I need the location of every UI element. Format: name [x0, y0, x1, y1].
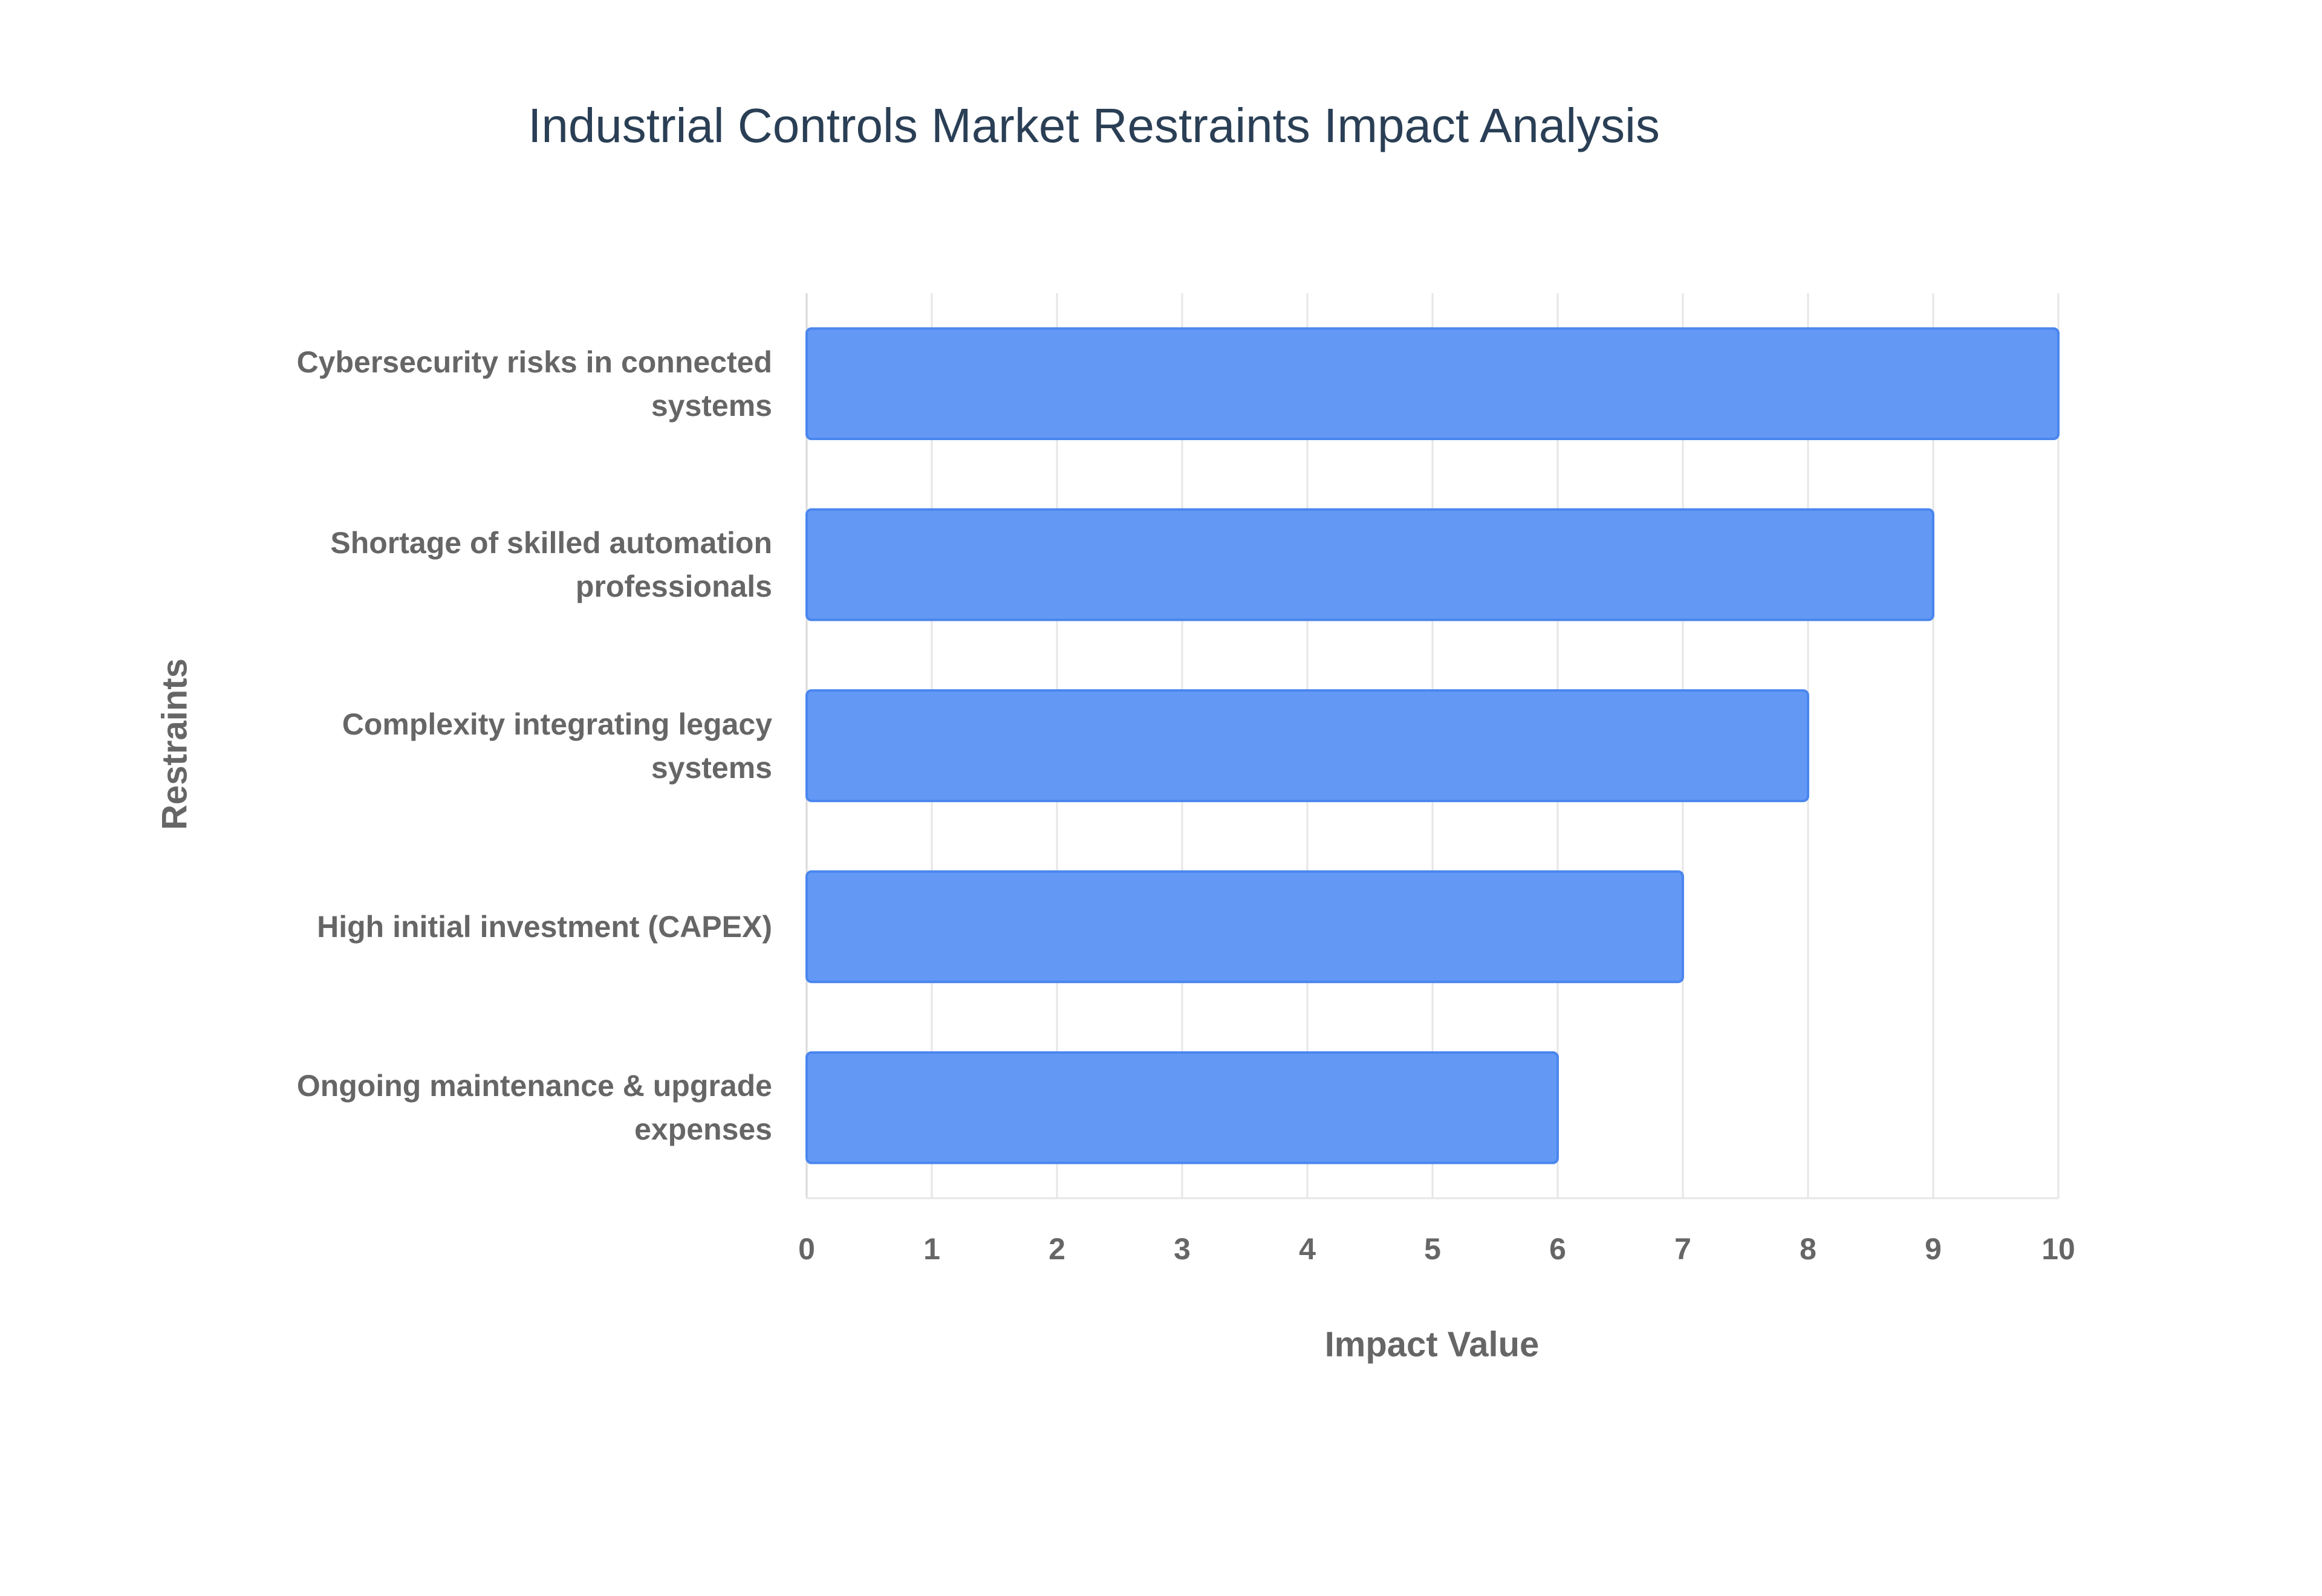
- y-tick-label-box: Shortage of skilled automation professio…: [330, 526, 772, 604]
- x-tick-label: 4: [1299, 1232, 1316, 1266]
- bar: [805, 1051, 1559, 1164]
- y-tick-label-box: Ongoing maintenance & upgrade expenses: [296, 1069, 772, 1147]
- x-tick-label: 6: [1549, 1232, 1566, 1266]
- x-axis-title: Impact Value: [1325, 1325, 1540, 1364]
- bar: [805, 327, 2060, 441]
- x-tick-label: 10: [2041, 1232, 2075, 1266]
- chart-title: Industrial Controls Market Restraints Im…: [528, 99, 1660, 152]
- x-tick-label: 9: [1925, 1232, 1942, 1266]
- bar: [805, 508, 1934, 621]
- y-tick-label: Cybersecurity risks in connected systems: [296, 345, 772, 423]
- bar: [805, 689, 1809, 802]
- x-tick-label: 1: [923, 1232, 940, 1266]
- x-tick-label: 8: [1800, 1232, 1816, 1266]
- x-tick-label: 0: [798, 1232, 815, 1266]
- y-tick-label-box: High initial investment (CAPEX): [317, 909, 772, 944]
- x-tick-label: 7: [1674, 1232, 1691, 1266]
- y-tick-label: Ongoing maintenance & upgrade expenses: [296, 1069, 772, 1147]
- y-axis-title: Restraints: [155, 658, 194, 830]
- x-tick-label: 3: [1174, 1232, 1191, 1266]
- y-tick-label: Shortage of skilled automation professio…: [330, 526, 772, 604]
- y-tick-label: High initial investment (CAPEX): [317, 909, 772, 944]
- y-tick-label-box: Cybersecurity risks in connected systems: [296, 345, 772, 423]
- y-tick-label: Complexity integrating legacy systems: [342, 707, 772, 785]
- y-tick-label-box: Complexity integrating legacy systems: [342, 707, 772, 785]
- x-tick-label: 2: [1049, 1232, 1065, 1266]
- bar: [805, 870, 1684, 984]
- x-tick-label: 5: [1424, 1232, 1441, 1266]
